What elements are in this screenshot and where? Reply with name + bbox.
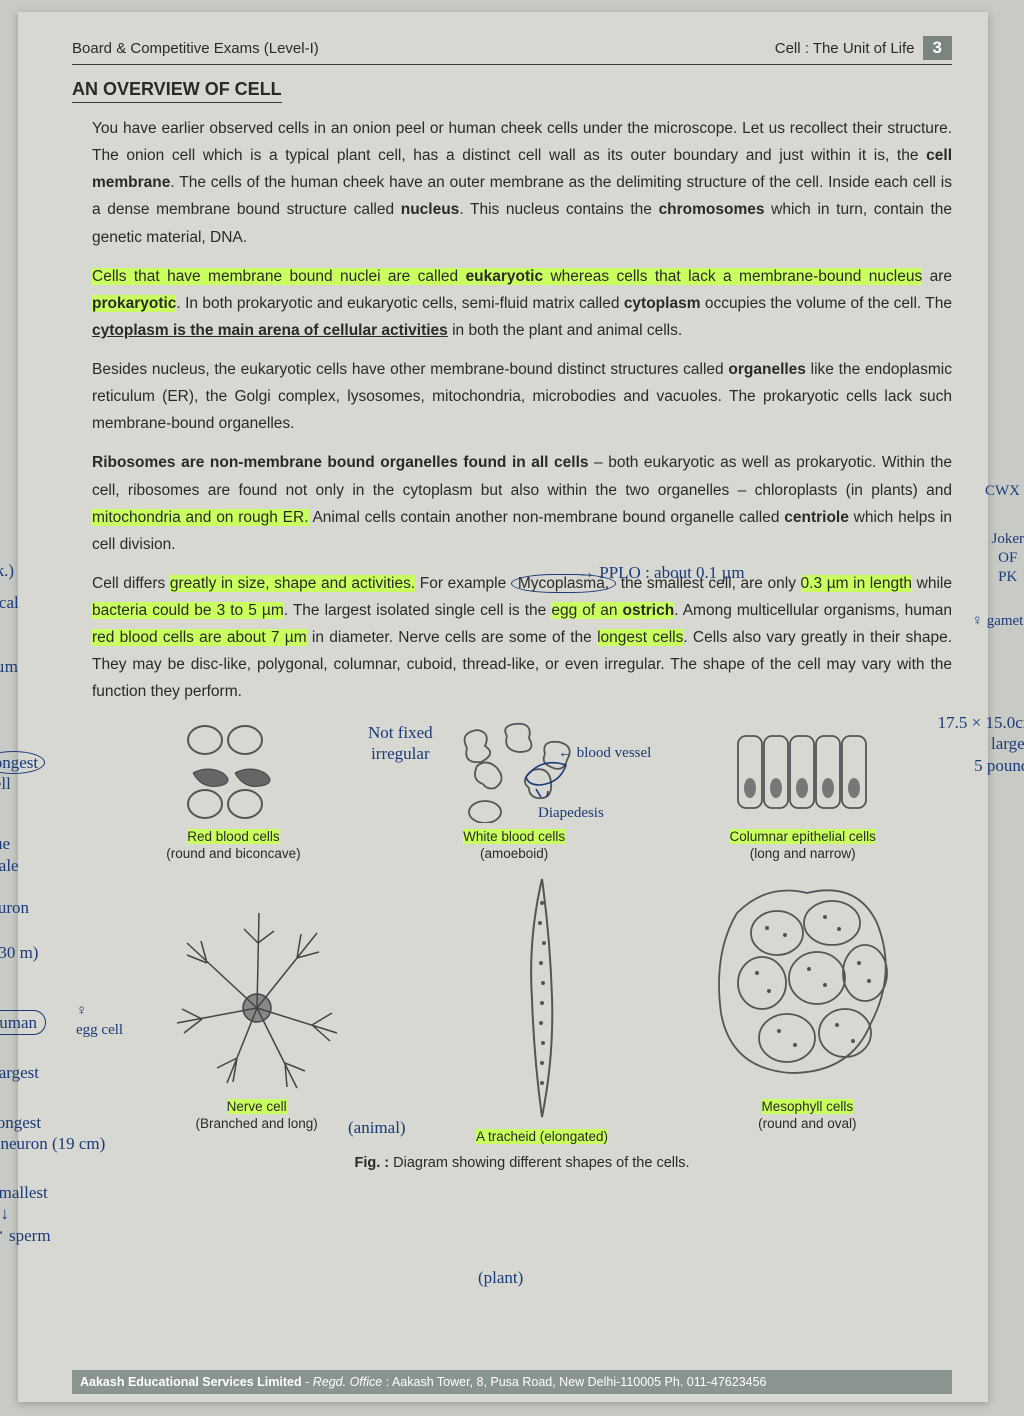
columnar-icon [728, 718, 878, 823]
handwriting-notfixed: Not fixed irregular [368, 722, 433, 765]
highlighted-text: prokaryotic [92, 295, 176, 312]
header-right: Cell : The Unit of Life 3 [775, 36, 952, 60]
page-number: 3 [923, 36, 952, 60]
highlighted-text: red blood cells are about 7 µm [92, 629, 307, 646]
handwriting-eggsize: 17.5 × 15.0cm largest 5 pounds [938, 712, 1024, 776]
handwriting-longestn: longest neuron (19 cm) [0, 1112, 105, 1155]
highlighted-text: mitochondria and on rough ER. [92, 509, 309, 526]
page-header-bar: Board & Competitive Exams (Level-I) Cell… [72, 36, 952, 65]
highlighted-text: Cells that have membrane bound nuclei ar… [92, 268, 922, 285]
section-heading: AN OVERVIEW OF CELL [72, 79, 282, 103]
handwriting-smallest: smallest ↓ ♂ sperm [0, 1182, 51, 1246]
paragraph-1: You have earlier observed cells in an on… [72, 115, 952, 251]
paragraph-2: Cells that have membrane bound nuclei ar… [72, 263, 952, 344]
handwriting-animal: (animal) [348, 1117, 406, 1138]
tracheid-icon [512, 873, 572, 1123]
highlighted-text: greatly in size, shape and activities. [170, 575, 415, 592]
highlighted-text: bacteria could be 3 to 5 µm [92, 602, 284, 619]
handwriting-prok: Prok.) [0, 560, 14, 581]
bracket-icon [0, 1048, 2, 1248]
paragraph-3: Besides nucleus, the eukaryotic cells ha… [72, 356, 952, 437]
handwriting-largest: largest [0, 1062, 39, 1083]
handwriting-bluewhale: ↓ Blue whale ↓ Neuron [0, 812, 29, 918]
figure-mesophyll: Mesophyll cells(round and oval) [717, 873, 897, 1133]
figure-caption: Fig. : Fig. : Diagram showing different … [92, 1155, 952, 1171]
handwriting-longestcell: longest cell [0, 752, 45, 795]
highlighted-text: 0.3 µm in length [801, 575, 913, 592]
handwriting-joker: Joker OF PK [992, 530, 1024, 586]
sketch-blood-vessel-icon [518, 747, 578, 797]
handwriting-neuronlen: (10-30 m) [0, 942, 38, 963]
rbc-icon [173, 718, 293, 823]
handwriting-diapedesis: Diapedesis [538, 804, 604, 823]
paragraph-4: Ribosomes are non-membrane bound organel… [72, 449, 952, 558]
handwriting-pplo: → PPLO : about 0.1 µm [578, 562, 745, 583]
textbook-page: Board & Competitive Exams (Level-I) Cell… [18, 12, 988, 1402]
figure-nerve: Nerve cell(Branched and long) [147, 893, 367, 1133]
cell-figures-block: Red blood cells(round and biconcave) Whi… [72, 718, 952, 1172]
handwriting-eggcell: ♀ egg cell [76, 1002, 123, 1040]
mesophyll-icon [717, 873, 897, 1093]
highlighted-text: egg of an ostrich [551, 602, 674, 619]
handwriting-human: Human [0, 1012, 46, 1033]
handwriting-plant: (plant) [478, 1267, 523, 1288]
handwriting-typical: Typical bac ↓ 1-2 µm [0, 592, 19, 677]
header-left: Board & Competitive Exams (Level-I) [72, 40, 319, 57]
figure-tracheid: A tracheid (elongated) [476, 873, 608, 1146]
figure-row-2: Nerve cell(Branched and long) A tracheid… [92, 873, 952, 1146]
figure-rbc: Red blood cells(round and biconcave) [166, 718, 300, 863]
chapter-title: Cell : The Unit of Life [775, 40, 915, 57]
highlighted-text: longest cells [597, 629, 683, 646]
figure-columnar: Columnar epithelial cells(long and narro… [728, 718, 878, 863]
paragraph-5: Cell differs greatly in size, shape and … [72, 570, 952, 706]
handwriting-cwx: CWX [985, 482, 1020, 501]
page-footer: Aakash Educational Services Limited - Re… [72, 1370, 952, 1394]
nerve-cell-icon [147, 893, 367, 1093]
handwriting-gamete: ♀ gamete [972, 612, 1024, 631]
